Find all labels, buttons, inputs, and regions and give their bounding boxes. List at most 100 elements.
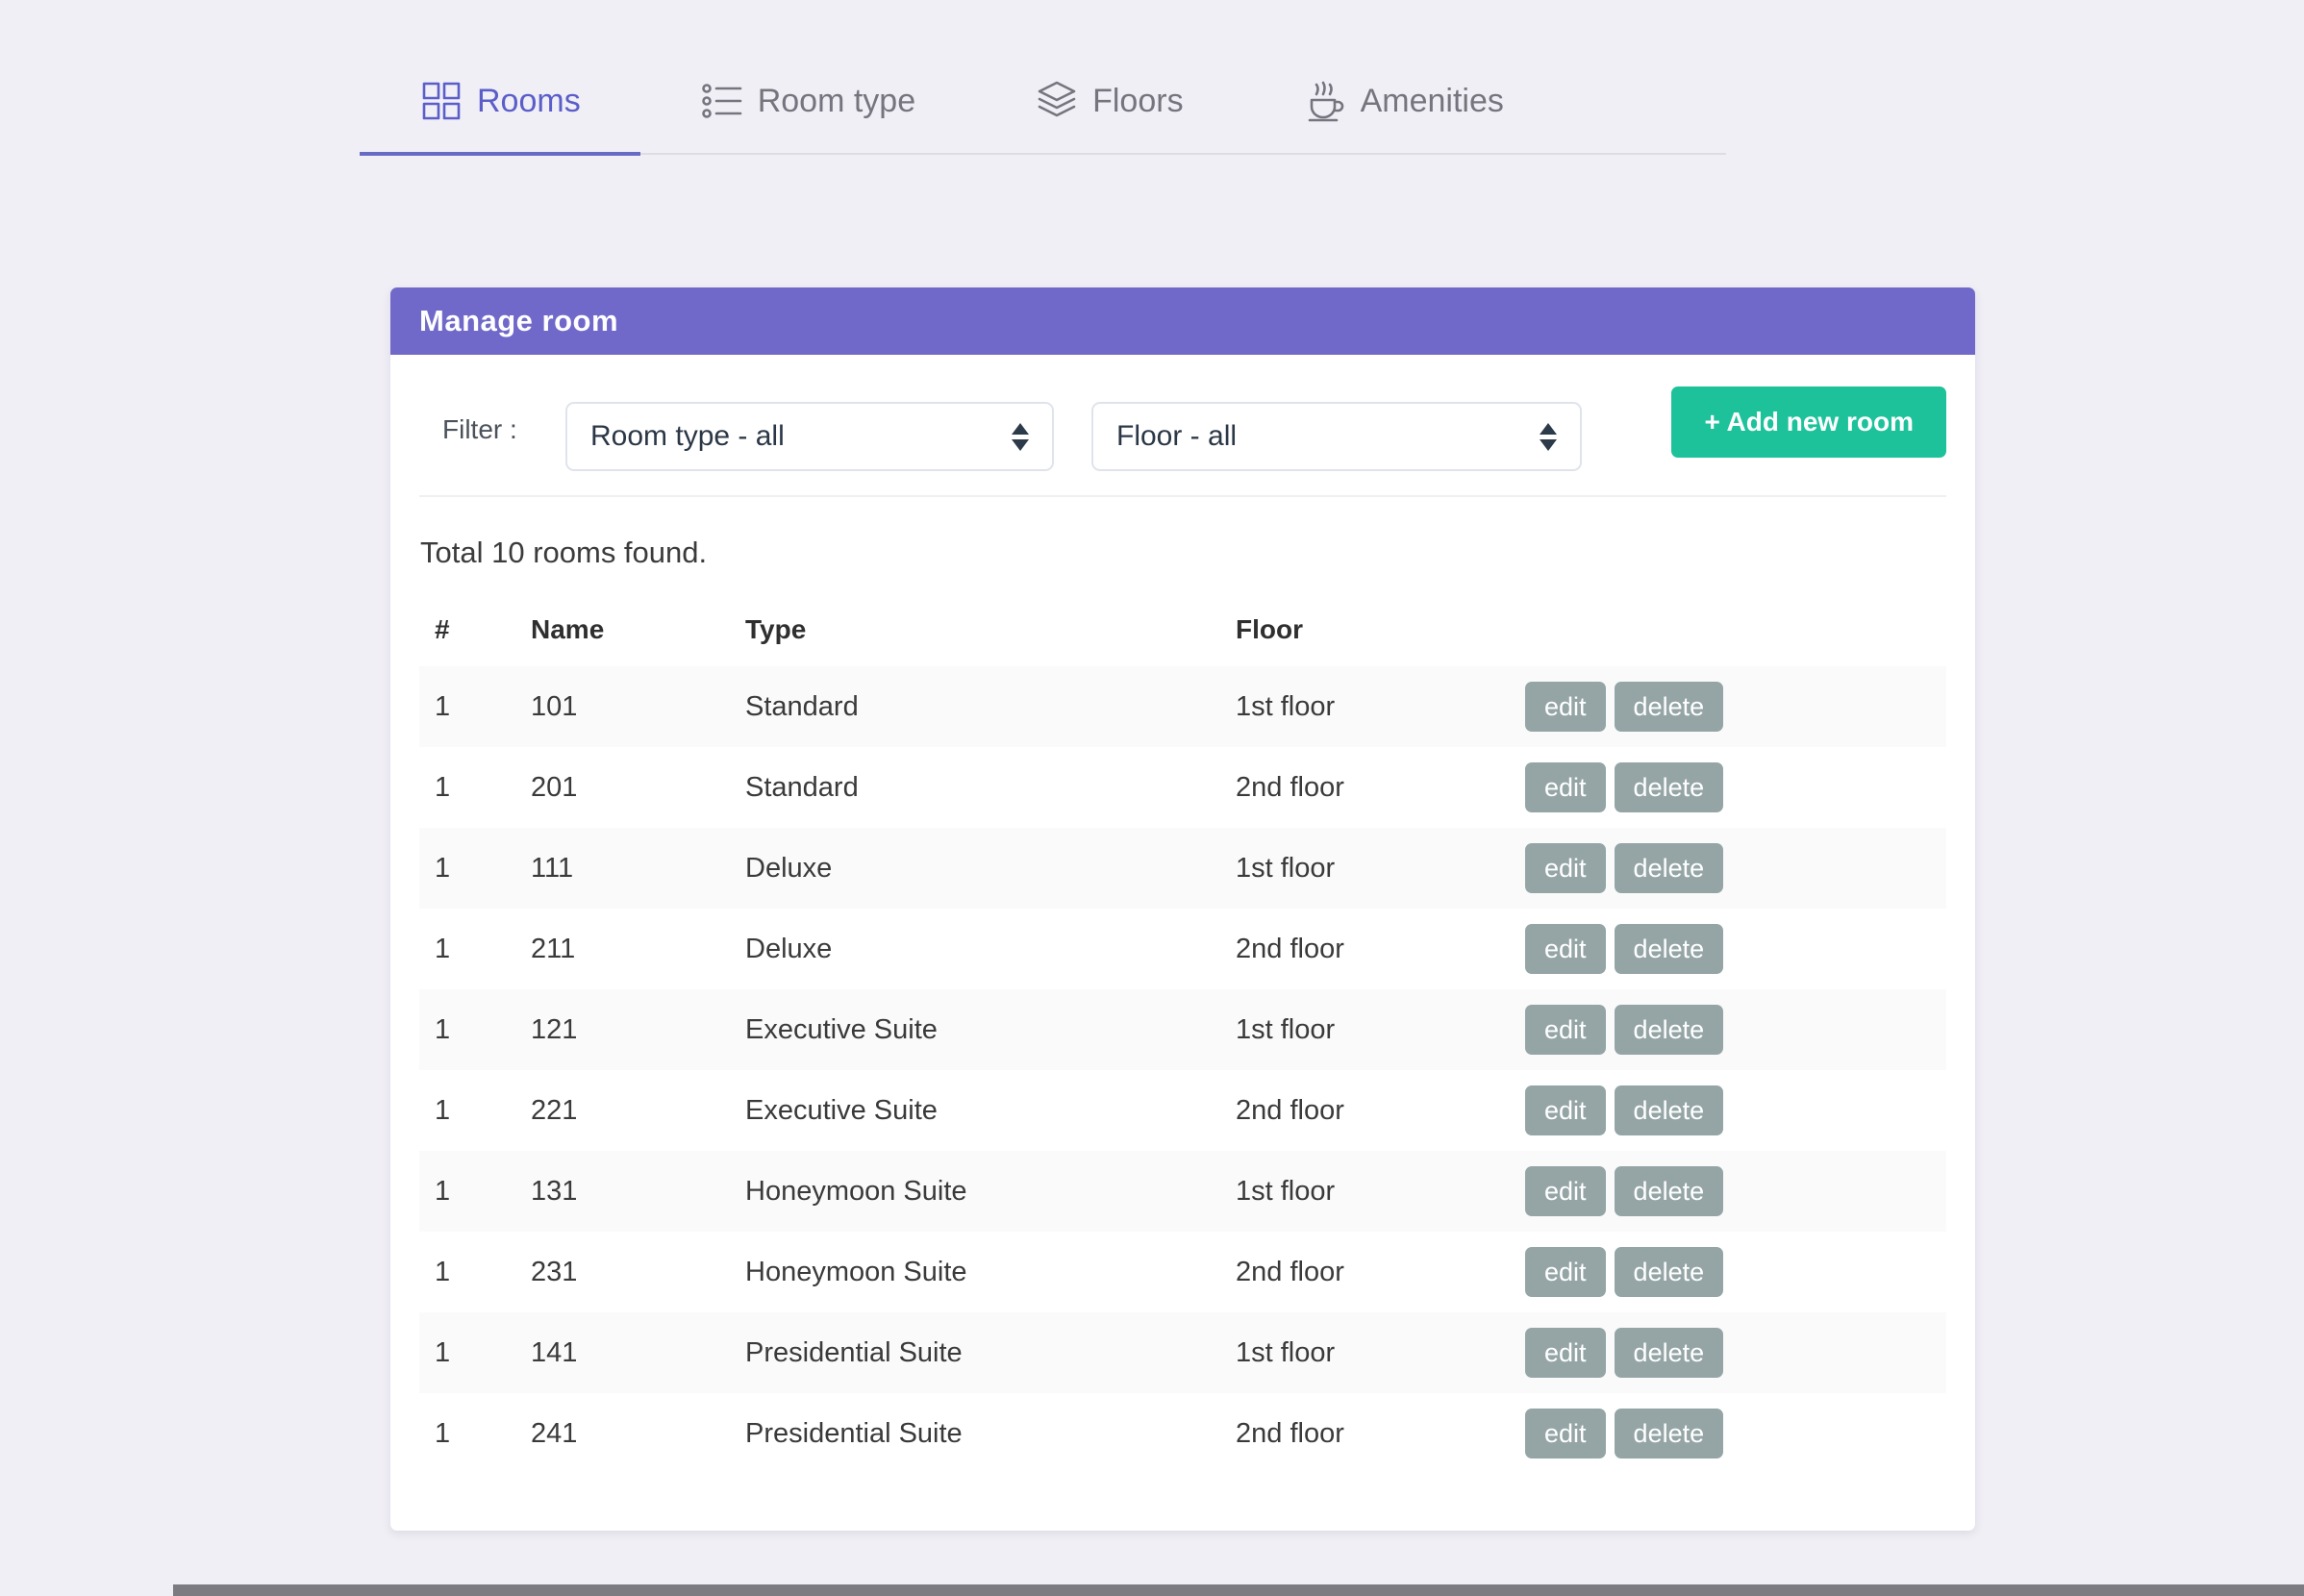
- table-row: 1 241 Presidential Suite 2nd floor edit …: [419, 1393, 1946, 1474]
- row-actions: edit delete: [1525, 762, 1946, 812]
- cell-type: Presidential Suite: [745, 1336, 963, 1368]
- room-type-select[interactable]: Room type - all: [565, 402, 1054, 471]
- cell-name: 131: [531, 1175, 578, 1207]
- cell-type: Standard: [745, 690, 859, 722]
- table-row: 1 231 Honeymoon Suite 2nd floor edit del…: [419, 1232, 1946, 1312]
- tab-label: Rooms: [477, 82, 581, 119]
- panel-header: Manage room: [390, 287, 1975, 355]
- cell-name: 101: [531, 690, 578, 722]
- cell-name: 201: [531, 771, 578, 803]
- layers-icon: [1035, 79, 1079, 123]
- column-header-name: Name: [531, 614, 605, 644]
- row-actions: edit delete: [1525, 924, 1946, 974]
- cell-index: 1: [435, 1256, 451, 1287]
- edit-button[interactable]: edit: [1525, 924, 1606, 974]
- room-type-select-value: Room type - all: [590, 420, 785, 452]
- delete-button[interactable]: delete: [1614, 1005, 1724, 1055]
- delete-button[interactable]: delete: [1614, 682, 1724, 732]
- panel-title: Manage room: [419, 304, 619, 337]
- cell-floor: 1st floor: [1236, 1175, 1336, 1207]
- edit-button[interactable]: edit: [1525, 762, 1606, 812]
- row-actions: edit delete: [1525, 843, 1946, 893]
- tab-amenities[interactable]: Amenities: [1243, 56, 1564, 156]
- delete-button[interactable]: delete: [1614, 1247, 1724, 1297]
- cell-name: 141: [531, 1336, 578, 1368]
- cell-type: Standard: [745, 771, 859, 803]
- edit-button[interactable]: edit: [1525, 1409, 1606, 1459]
- row-actions: edit delete: [1525, 682, 1946, 732]
- row-actions: edit delete: [1525, 1005, 1946, 1055]
- cell-floor: 2nd floor: [1236, 933, 1344, 964]
- column-header-index: #: [435, 614, 450, 644]
- cell-index: 1: [435, 852, 451, 884]
- cell-type: Honeymoon Suite: [745, 1175, 967, 1207]
- tab-label: Amenities: [1360, 82, 1504, 119]
- edit-button[interactable]: edit: [1525, 1328, 1606, 1378]
- table-row: 1 201 Standard 2nd floor edit delete: [419, 747, 1946, 828]
- cell-index: 1: [435, 933, 451, 964]
- window-bottom-edge: [173, 1584, 2304, 1596]
- edit-button[interactable]: edit: [1525, 1085, 1606, 1135]
- tab-rooms[interactable]: Rooms: [360, 56, 640, 156]
- table-row: 1 141 Presidential Suite 1st floor edit …: [419, 1312, 1946, 1393]
- cell-floor: 2nd floor: [1236, 1094, 1344, 1126]
- delete-button[interactable]: delete: [1614, 1166, 1724, 1216]
- tab-label: Room type: [757, 82, 916, 119]
- tab-room-type[interactable]: Room type: [640, 56, 975, 156]
- table-row: 1 211 Deluxe 2nd floor edit delete: [419, 909, 1946, 989]
- cell-floor: 1st floor: [1236, 852, 1336, 884]
- cell-index: 1: [435, 690, 451, 722]
- table-row: 1 131 Honeymoon Suite 1st floor edit del…: [419, 1151, 1946, 1232]
- delete-button[interactable]: delete: [1614, 1328, 1724, 1378]
- cell-index: 1: [435, 771, 451, 803]
- cell-type: Deluxe: [745, 933, 833, 964]
- cell-type: Deluxe: [745, 852, 833, 884]
- delete-button[interactable]: delete: [1614, 762, 1724, 812]
- row-actions: edit delete: [1525, 1247, 1946, 1297]
- cell-index: 1: [435, 1094, 451, 1126]
- table-row: 1 121 Executive Suite 1st floor edit del…: [419, 989, 1946, 1070]
- edit-button[interactable]: edit: [1525, 682, 1606, 732]
- edit-button[interactable]: edit: [1525, 1247, 1606, 1297]
- cell-floor: 1st floor: [1236, 1336, 1336, 1368]
- edit-button[interactable]: edit: [1525, 1005, 1606, 1055]
- row-actions: edit delete: [1525, 1085, 1946, 1135]
- rooms-table: # Name Type Floor 1 101 Standard 1st flo…: [419, 595, 1946, 1474]
- row-actions: edit delete: [1525, 1409, 1946, 1459]
- select-arrows-icon: [1012, 422, 1029, 451]
- floor-select-value: Floor - all: [1116, 420, 1238, 452]
- add-new-room-button[interactable]: + Add new room: [1671, 387, 1946, 458]
- coffee-icon: [1303, 79, 1347, 123]
- row-actions: edit delete: [1525, 1166, 1946, 1216]
- cell-name: 211: [531, 933, 576, 964]
- floor-select[interactable]: Floor - all: [1091, 402, 1582, 471]
- rooms-grid-icon: [419, 79, 463, 123]
- delete-button[interactable]: delete: [1614, 843, 1724, 893]
- delete-button[interactable]: delete: [1614, 1085, 1724, 1135]
- cell-index: 1: [435, 1417, 451, 1449]
- cell-floor: 2nd floor: [1236, 1417, 1344, 1449]
- cell-name: 231: [531, 1256, 578, 1287]
- tab-floors[interactable]: Floors: [975, 56, 1242, 156]
- column-header-floor: Floor: [1236, 614, 1303, 644]
- edit-button[interactable]: edit: [1525, 1166, 1606, 1216]
- edit-button[interactable]: edit: [1525, 843, 1606, 893]
- cell-type: Executive Suite: [745, 1013, 938, 1045]
- cell-floor: 1st floor: [1236, 690, 1336, 722]
- main-tabbar: Rooms Room type Floors: [360, 56, 1726, 156]
- cell-type: Honeymoon Suite: [745, 1256, 967, 1287]
- cell-index: 1: [435, 1013, 451, 1045]
- select-arrows-icon: [1540, 422, 1557, 451]
- delete-button[interactable]: delete: [1614, 1409, 1724, 1459]
- table-row: 1 111 Deluxe 1st floor edit delete: [419, 828, 1946, 909]
- table-row: 1 221 Executive Suite 2nd floor edit del…: [419, 1070, 1946, 1151]
- cell-name: 121: [531, 1013, 578, 1045]
- rooms-count-summary: Total 10 rooms found.: [420, 536, 708, 569]
- cell-floor: 2nd floor: [1236, 771, 1344, 803]
- delete-button[interactable]: delete: [1614, 924, 1724, 974]
- manage-room-panel: Manage room Filter : Room type - all Flo…: [390, 287, 1975, 1531]
- cell-name: 221: [531, 1094, 578, 1126]
- cell-index: 1: [435, 1175, 451, 1207]
- row-actions: edit delete: [1525, 1328, 1946, 1378]
- cell-type: Presidential Suite: [745, 1417, 963, 1449]
